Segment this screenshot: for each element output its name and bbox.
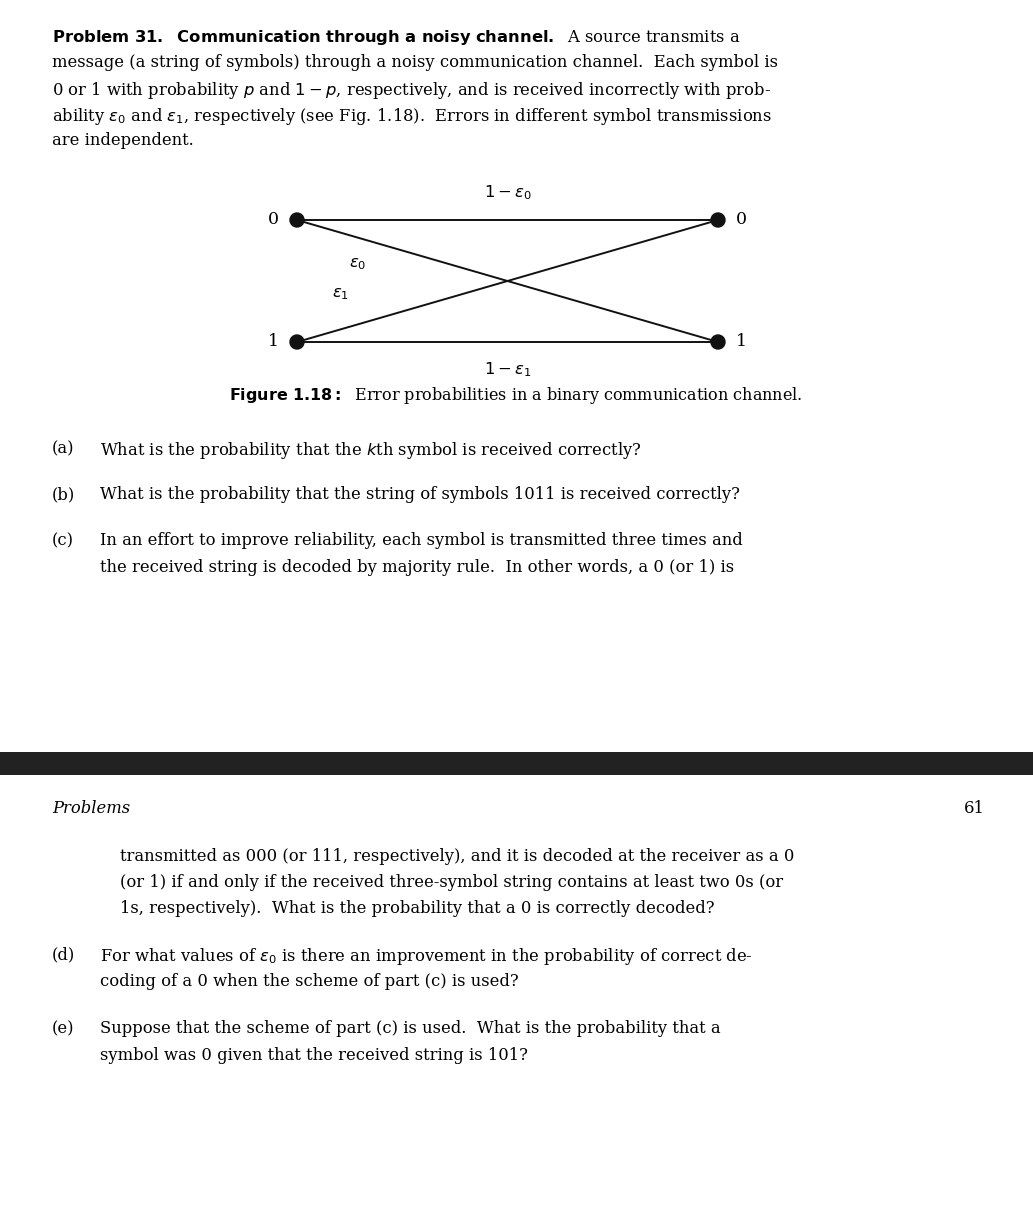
Text: For what values of $\epsilon_0$ is there an improvement in the probability of co: For what values of $\epsilon_0$ is there…: [100, 946, 753, 967]
Circle shape: [290, 213, 304, 227]
Text: (a): (a): [52, 440, 74, 457]
Text: the received string is decoded by majority rule.  In other words, a 0 (or 1) is: the received string is decoded by majori…: [100, 559, 734, 576]
Text: $\mathbf{Problem\ 31.}$  $\mathbf{Communication\ through\ a\ noisy\ channel.}$  : $\mathbf{Problem\ 31.}$ $\mathbf{Communi…: [52, 28, 741, 47]
Text: 0: 0: [268, 212, 279, 229]
Bar: [0, 752, 1033, 775]
Text: coding of a 0 when the scheme of part (c) is used?: coding of a 0 when the scheme of part (c…: [100, 973, 519, 990]
Text: 1: 1: [735, 333, 747, 350]
Text: (or 1) if and only if the received three-symbol string contains at least two 0s : (or 1) if and only if the received three…: [120, 873, 783, 891]
Text: 61: 61: [964, 800, 985, 817]
Text: ability $\epsilon_0$ and $\epsilon_1$, respectively (see Fig. 1.18).  Errors in : ability $\epsilon_0$ and $\epsilon_1$, r…: [52, 107, 772, 127]
Text: 1: 1: [268, 333, 279, 350]
Text: Suppose that the scheme of part (c) is used.  What is the probability that a: Suppose that the scheme of part (c) is u…: [100, 1020, 721, 1038]
Circle shape: [290, 334, 304, 349]
Circle shape: [711, 334, 725, 349]
Text: $1 - \epsilon_0$: $1 - \epsilon_0$: [483, 184, 531, 202]
Text: 1s, respectively).  What is the probability that a 0 is correctly decoded?: 1s, respectively). What is the probabili…: [120, 900, 715, 918]
Text: $1 - \epsilon_1$: $1 - \epsilon_1$: [483, 360, 531, 379]
Text: (b): (b): [52, 486, 75, 503]
Text: message (a string of symbols) through a noisy communication channel.  Each symbo: message (a string of symbols) through a …: [52, 54, 778, 71]
Circle shape: [711, 213, 725, 227]
Text: are independent.: are independent.: [52, 132, 194, 149]
Text: 0: 0: [735, 212, 747, 229]
Text: 0 or 1 with probability $p$ and $1 - p$, respectively, and is received incorrect: 0 or 1 with probability $p$ and $1 - p$,…: [52, 80, 771, 100]
Text: What is the probability that the $k$th symbol is received correctly?: What is the probability that the $k$th s…: [100, 440, 641, 461]
Text: Problems: Problems: [52, 800, 130, 817]
Text: symbol was 0 given that the received string is 101?: symbol was 0 given that the received str…: [100, 1047, 528, 1065]
Text: $\epsilon_0$: $\epsilon_0$: [349, 255, 367, 272]
Text: $\mathbf{Figure\ 1.18:}$  Error probabilities in a binary communication channel.: $\mathbf{Figure\ 1.18:}$ Error probabili…: [229, 385, 803, 405]
Text: What is the probability that the string of symbols 1011 is received correctly?: What is the probability that the string …: [100, 486, 740, 503]
Text: (e): (e): [52, 1020, 74, 1038]
Text: In an effort to improve reliability, each symbol is transmitted three times and: In an effort to improve reliability, eac…: [100, 532, 743, 549]
Text: (d): (d): [52, 946, 75, 963]
Text: (c): (c): [52, 532, 74, 549]
Text: transmitted as 000 (or 111, respectively), and it is decoded at the receiver as : transmitted as 000 (or 111, respectively…: [120, 848, 794, 865]
Text: $\epsilon_1$: $\epsilon_1$: [332, 285, 349, 303]
